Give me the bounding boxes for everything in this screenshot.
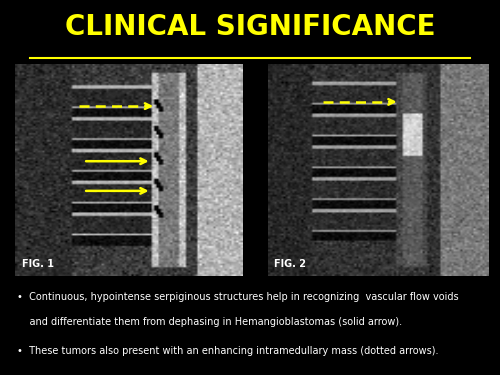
Text: FIG. 2: FIG. 2 bbox=[274, 259, 306, 269]
Text: FIG. 1: FIG. 1 bbox=[22, 259, 54, 269]
Text: •  These tumors also present with an enhancing intramedullary mass (dotted arrow: • These tumors also present with an enha… bbox=[17, 346, 438, 356]
Text: CLINICAL SIGNIFICANCE: CLINICAL SIGNIFICANCE bbox=[65, 13, 435, 41]
Text: •  Continuous, hypointense serpiginous structures help in recognizing  vascular : • Continuous, hypointense serpiginous st… bbox=[17, 292, 459, 302]
Text: and differentiate them from dephasing in Hemangioblastomas (solid arrow).: and differentiate them from dephasing in… bbox=[17, 317, 402, 327]
